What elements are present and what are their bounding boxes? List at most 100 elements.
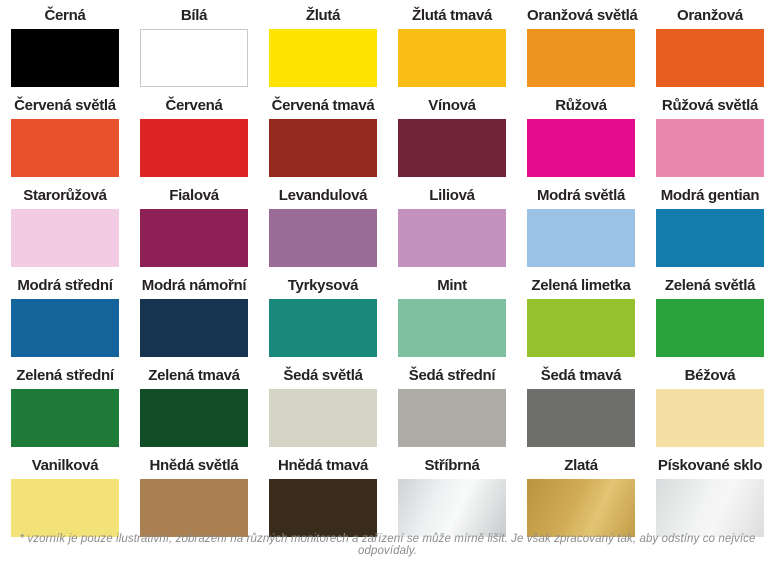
color-swatch [11, 389, 119, 447]
swatch-label: Červená světlá [14, 97, 116, 114]
swatch-label: Vínová [428, 97, 476, 114]
swatch-label: Bílá [180, 7, 208, 24]
swatch-label: Šedá světlá [283, 367, 363, 384]
color-swatch [140, 29, 248, 87]
color-swatch [527, 299, 635, 357]
color-swatch [398, 299, 506, 357]
swatch-label: Modrá námořní [141, 277, 247, 294]
color-swatch [398, 29, 506, 87]
swatch-label: Modrá gentian [660, 187, 760, 204]
swatch-cell: Zelená limetka [527, 276, 635, 357]
swatch-cell: Mint [398, 276, 506, 357]
swatch-label: Růžová světlá [661, 97, 759, 114]
swatch-cell: Béžová [656, 366, 764, 447]
color-swatch [527, 389, 635, 447]
swatch-label: Oranžová světlá [527, 7, 638, 24]
color-swatch [656, 479, 764, 537]
color-swatch [140, 119, 248, 177]
color-swatch [398, 209, 506, 267]
swatch-cell: Starorůžová [11, 186, 119, 267]
color-swatch [140, 479, 248, 537]
swatch-label: Hnědá tmavá [277, 457, 369, 474]
swatch-label: Hnědá světlá [149, 457, 239, 474]
swatch-label: Černá [44, 7, 86, 24]
swatch-cell: Stříbrná [398, 456, 506, 537]
swatch-cell: Hnědá tmavá [269, 456, 377, 537]
swatch-label: Šedá střední [408, 367, 496, 384]
swatch-label: Zelená limetka [531, 277, 631, 294]
color-swatch [269, 209, 377, 267]
swatch-cell: Modrá střední [11, 276, 119, 357]
swatch-cell: Hnědá světlá [140, 456, 248, 537]
swatch-label: Fialová [169, 187, 219, 204]
swatch-cell: Šedá tmavá [527, 366, 635, 447]
color-swatch [140, 389, 248, 447]
color-swatch [269, 389, 377, 447]
color-swatch [656, 29, 764, 87]
swatch-label: Zelená střední [16, 367, 114, 384]
swatch-label: Červená tmavá [271, 97, 375, 114]
swatch-label: Zelená světlá [664, 277, 756, 294]
swatch-cell: Liliová [398, 186, 506, 267]
swatch-cell: Žlutá tmavá [398, 6, 506, 87]
swatch-label: Pískované sklo [657, 457, 763, 474]
color-swatch [11, 29, 119, 87]
color-swatch [269, 299, 377, 357]
swatch-cell: Šedá střední [398, 366, 506, 447]
color-swatch [527, 29, 635, 87]
swatch-label: Starorůžová [23, 187, 107, 204]
swatch-label: Stříbrná [424, 457, 480, 474]
swatch-cell: Zelená střední [11, 366, 119, 447]
color-swatch [656, 119, 764, 177]
color-swatch [527, 479, 635, 537]
color-swatch [527, 209, 635, 267]
color-swatch [140, 209, 248, 267]
color-swatch [656, 209, 764, 267]
color-swatch [269, 119, 377, 177]
swatch-cell: Bílá [140, 6, 248, 87]
swatch-cell: Modrá gentian [656, 186, 764, 267]
swatch-cell: Zelená světlá [656, 276, 764, 357]
swatch-cell: Levandulová [269, 186, 377, 267]
swatch-cell: Zlatá [527, 456, 635, 537]
color-swatch [656, 299, 764, 357]
color-swatch [11, 209, 119, 267]
swatch-cell: Modrá námořní [140, 276, 248, 357]
swatch-cell: Červená [140, 96, 248, 177]
swatch-cell: Oranžová světlá [527, 6, 638, 87]
color-swatch [11, 299, 119, 357]
disclaimer-note: * vzorník je pouze ilustrativní, zobraze… [19, 533, 756, 557]
color-swatch [269, 29, 377, 87]
swatch-label: Modrá střední [17, 277, 113, 294]
swatch-label: Béžová [684, 367, 736, 384]
swatch-label: Šedá tmavá [540, 367, 622, 384]
swatch-label: Vanilková [31, 457, 99, 474]
color-swatch [398, 389, 506, 447]
swatch-cell: Červená světlá [11, 96, 119, 177]
swatch-label: Oranžová [677, 7, 743, 24]
color-swatch [398, 119, 506, 177]
swatch-cell: Červená tmavá [269, 96, 377, 177]
swatch-grid: Černá Bílá Žlutá Žlutá tmavá Oranžová světlá… [11, 6, 764, 537]
swatch-cell: Šedá světlá [269, 366, 377, 447]
swatch-label: Žlutá tmavá [411, 7, 493, 24]
color-swatch [398, 479, 506, 537]
swatch-label: Růžová [555, 97, 607, 114]
color-swatch [656, 389, 764, 447]
swatch-label: Modrá světlá [536, 187, 626, 204]
color-swatch [140, 299, 248, 357]
swatch-label: Mint [437, 277, 467, 294]
swatch-cell: Vanilková [11, 456, 119, 537]
swatch-cell: Modrá světlá [527, 186, 635, 267]
swatch-label: Zlatá [564, 457, 598, 474]
swatch-label: Levandulová [278, 187, 368, 204]
swatch-cell: Fialová [140, 186, 248, 267]
swatch-cell: Černá [11, 6, 119, 87]
swatch-cell: Vínová [398, 96, 506, 177]
swatch-cell: Tyrkysová [269, 276, 377, 357]
swatch-label: Tyrkysová [287, 277, 359, 294]
color-swatch [11, 119, 119, 177]
color-swatch [269, 479, 377, 537]
swatch-cell: Růžová světlá [656, 96, 764, 177]
swatch-label: Žlutá [305, 7, 341, 24]
